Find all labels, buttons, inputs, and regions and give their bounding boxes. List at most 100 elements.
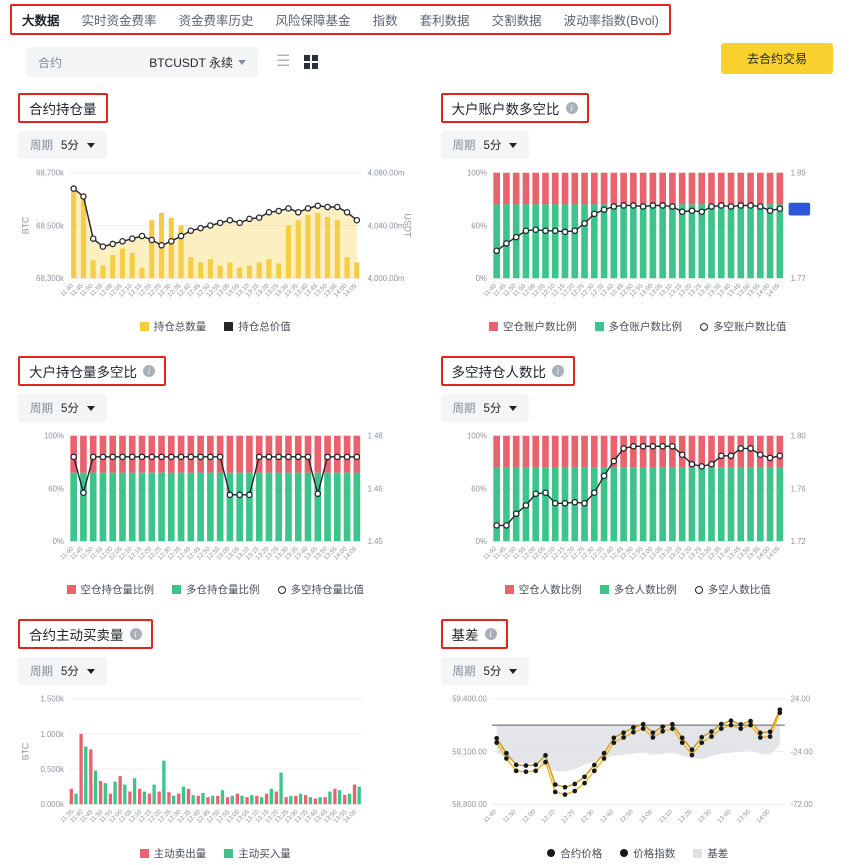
period-dropdown[interactable]: 周期 5分: [440, 394, 530, 423]
tab-big-data[interactable]: 大数据: [22, 14, 60, 28]
svg-text:12:40: 12:40: [599, 809, 615, 825]
period-label: 周期: [30, 140, 53, 152]
chevron-down-icon: [86, 668, 95, 674]
info-icon[interactable]: i: [129, 628, 142, 641]
svg-text:4,080.00m: 4,080.00m: [368, 169, 405, 178]
info-icon[interactable]: i: [552, 365, 564, 378]
period-dropdown[interactable]: 周期 5分: [18, 131, 107, 159]
legend-taker-volume: 主动卖出量 主动买入量: [18, 846, 413, 861]
contract-value: BTCUSDT 永续: [149, 55, 233, 70]
svg-text:1.89: 1.89: [790, 169, 805, 178]
legend-item[interactable]: 主动买入量: [224, 846, 291, 861]
legend-label: 基差: [707, 847, 729, 860]
svg-text:-72.00: -72.00: [790, 801, 813, 810]
tab-volatility-index[interactable]: 波动率指数(Bvol): [563, 14, 659, 28]
legend-item[interactable]: 多空持仓量比值: [277, 582, 364, 597]
top-trader-position-ratio-chart[interactable]: 100% 60% 0% 1.48 1.46 1.45 11:40 11:45 11:50 11:5…: [18, 426, 413, 582]
legend-item[interactable]: 多仓账户数比例: [594, 319, 682, 334]
svg-text:68,300k: 68,300k: [36, 274, 64, 283]
chevron-down-icon: [86, 142, 95, 148]
title-annotation-redbox: 合约持仓量: [18, 93, 108, 123]
legend-item[interactable]: 多仓持仓量比例: [172, 582, 260, 597]
legend-basis: 合约价格 价格指数 基差: [441, 846, 836, 861]
legend-marker-icon: [172, 585, 181, 595]
long-short-people-ratio-chart[interactable]: 100% 60% 0% 1.80 1.76 1.72 11:40 11:45 11:50 11:5…: [441, 426, 836, 582]
svg-text:11:50: 11:50: [501, 809, 517, 825]
legend-item[interactable]: 多空账户数比值: [700, 319, 787, 334]
svg-text:0.500k: 0.500k: [40, 765, 64, 774]
tab-realtime-funding-rate[interactable]: 实时资金费率: [81, 14, 157, 28]
legend-item[interactable]: 空仓账户数比例: [489, 319, 577, 334]
legend-label: 多空人数比值: [707, 584, 771, 597]
legend-item[interactable]: 持仓总数量: [139, 319, 207, 334]
tab-delivery-data[interactable]: 交割数据: [491, 14, 542, 28]
legend-label: 多空账户数比值: [713, 321, 787, 334]
chevron-down-icon: [238, 59, 246, 65]
top-trader-account-ratio-chart[interactable]: 100% 60% 0% 1.89 1.77 11:40 11:45 11:50 11:55 12:…: [441, 163, 836, 319]
legend-marker-icon: [277, 585, 286, 594]
svg-text:13:10: 13:10: [657, 809, 673, 825]
go-to-futures-trade-button[interactable]: 去合约交易: [720, 43, 833, 74]
charts-grid: 合约持仓量 周期 5分 68,700k 68,500k 68,300k 4,080.0…: [8, 87, 845, 861]
legend-marker-icon: [139, 322, 149, 332]
svg-text:100%: 100%: [44, 432, 64, 441]
svg-text:60%: 60%: [471, 221, 487, 230]
svg-text:1.46: 1.46: [368, 485, 383, 494]
toolbar: 合约 BTCUSDT 永续 ☰ 去合约交易: [26, 43, 835, 77]
period-dropdown[interactable]: 周期 5分: [440, 657, 530, 686]
nav-annotation-redbox: 大数据 实时资金费率 资金费率历史 风险保障基金 指数 套利数据 交割数据 波动…: [10, 4, 671, 35]
svg-text:1.72: 1.72: [790, 537, 805, 546]
legend-item[interactable]: 多仓人数比例: [599, 582, 677, 597]
tab-insurance-fund[interactable]: 风险保障基金: [275, 14, 351, 28]
svg-text:60%: 60%: [48, 485, 64, 494]
chevron-down-icon: [509, 405, 518, 411]
tab-arbitrage-data[interactable]: 套利数据: [419, 14, 470, 28]
legend-item[interactable]: 主动卖出量: [139, 846, 206, 861]
grid-view-icon[interactable]: [304, 55, 319, 69]
list-view-icon[interactable]: ☰: [276, 53, 291, 70]
chart-card-top-trader-account-ratio: 大户账户数多空比 i 周期 5分 100% 60% 0% 1.89 1.77 11:40 1…: [440, 93, 836, 334]
svg-text:0%: 0%: [53, 537, 64, 546]
legend-item[interactable]: 空仓人数比例: [504, 582, 582, 597]
svg-text:4,040.00m: 4,040.00m: [368, 221, 405, 230]
basis-chart[interactable]: 59,400.00 59,100.00 58,800.00 24.00 -24.00 -7…: [441, 689, 836, 845]
info-icon[interactable]: i: [484, 628, 497, 641]
svg-text:59,100.00: 59,100.00: [452, 748, 487, 757]
legend-marker-icon: [700, 322, 708, 331]
period-dropdown[interactable]: 周期 5分: [18, 394, 107, 423]
open-interest-chart[interactable]: 68,700k 68,500k 68,300k 4,080.00m 4,040.00m 4…: [18, 163, 413, 319]
legend-label: 合约价格: [560, 847, 603, 860]
svg-text:12:00: 12:00: [520, 809, 536, 825]
legend-item[interactable]: 基差: [693, 846, 728, 861]
contract-selector[interactable]: 合约 BTCUSDT 永续: [26, 47, 258, 77]
legend-open-interest: 持仓总数量 持仓总价值: [18, 319, 413, 334]
legend-item[interactable]: 价格指数: [620, 846, 675, 861]
tab-funding-rate-history[interactable]: 资金费率历史: [178, 14, 254, 28]
svg-text:1.77: 1.77: [790, 274, 805, 283]
svg-text:0%: 0%: [475, 274, 486, 283]
legend-label: 空仓人数比例: [518, 584, 582, 597]
period-dropdown[interactable]: 周期 5分: [440, 131, 530, 159]
legend-label: 多仓持仓量比例: [186, 584, 260, 597]
svg-text:100%: 100%: [466, 169, 486, 178]
info-icon[interactable]: i: [143, 365, 155, 378]
period-value: 5分: [483, 140, 502, 152]
period-value: 5分: [61, 666, 79, 679]
tab-index[interactable]: 指数: [372, 14, 398, 28]
svg-text:4,000.00m: 4,000.00m: [368, 274, 405, 283]
svg-text:1.500k: 1.500k: [40, 695, 64, 704]
taker-volume-chart[interactable]: 1.500k 1.000k 0.500k 0.000k BTC 11:35 11:40 11:…: [18, 689, 413, 845]
svg-text:100%: 100%: [466, 432, 486, 441]
legend-item[interactable]: 合约价格: [547, 846, 602, 861]
legend-item[interactable]: 多空人数比值: [694, 582, 771, 597]
legend-label: 持仓总数量: [153, 321, 207, 334]
legend-item[interactable]: 持仓总价值: [224, 319, 291, 334]
chart-title-top-trader-position-ratio: 大户持仓量多空比: [29, 365, 137, 381]
chart-card-open-interest: 合约持仓量 周期 5分 68,700k 68,500k 68,300k 4,080.0…: [18, 93, 413, 334]
legend-item[interactable]: 空仓持仓量比例: [66, 582, 154, 597]
period-dropdown[interactable]: 周期 5分: [18, 657, 107, 686]
contract-dropdown[interactable]: BTCUSDT 永续: [149, 54, 246, 71]
period-label: 周期: [452, 140, 476, 152]
title-annotation-redbox: 合约主动买卖量 i: [18, 619, 153, 650]
info-icon[interactable]: i: [565, 102, 578, 114]
